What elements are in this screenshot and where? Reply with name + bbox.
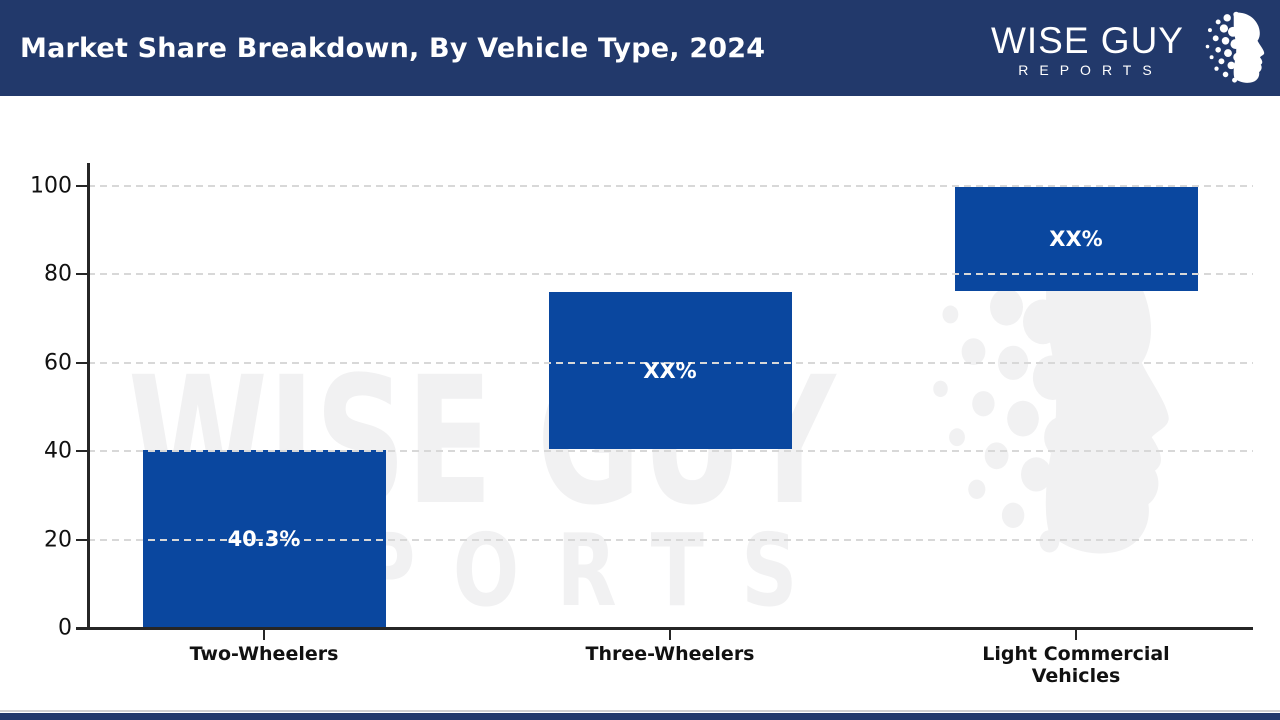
header-bar: Market Share Breakdown, By Vehicle Type,… <box>0 0 1280 96</box>
x-axis-tick <box>263 630 265 640</box>
gridline-80 <box>88 273 1253 275</box>
y-axis-tick-label: 100 <box>30 173 72 198</box>
face-profile-logo-icon <box>1205 11 1265 83</box>
bar-value-label: XX% <box>1049 226 1103 251</box>
y-axis-tick-label: 0 <box>58 615 72 641</box>
bar-value-label: XX% <box>643 358 697 383</box>
y-axis-line <box>87 163 90 630</box>
x-axis-line <box>76 627 1253 630</box>
bottom-divider <box>0 710 1280 712</box>
bar-value-label: 40.3% <box>227 526 301 551</box>
gridline-40 <box>88 450 1253 452</box>
y-axis-tick-label: 80 <box>44 261 72 287</box>
y-axis-tick <box>76 450 88 452</box>
gridline-60 <box>88 361 1253 364</box>
y-axis-tick <box>76 361 88 364</box>
y-axis-tick-label: 20 <box>44 527 72 552</box>
x-axis-category-label: Two-Wheelers <box>189 643 339 665</box>
page-title: Market Share Breakdown, By Vehicle Type,… <box>20 32 766 64</box>
brand-name: WISE GUY <box>990 19 1184 61</box>
y-axis-tick-label: 60 <box>44 350 72 375</box>
gridline-20 <box>88 538 1253 541</box>
y-axis-tick <box>76 184 88 187</box>
chart-area: WISE GUY REPORTS 40.3% XX% XX% 0 20 40 60 80 100… <box>0 96 1280 714</box>
y-axis-tick <box>76 273 88 275</box>
x-axis-tick <box>1075 630 1077 640</box>
brand-logo: WISE GUY REPORTS <box>991 6 1270 92</box>
gridline-100 <box>88 184 1253 187</box>
x-axis-category-label: Three-Wheelers <box>585 643 755 665</box>
x-axis-tick <box>669 630 671 640</box>
y-axis-tick <box>76 538 88 541</box>
bar-2 <box>548 292 792 450</box>
brand-logo-text: WISE GUY REPORTS <box>991 22 1184 77</box>
brand-subtitle: REPORTS <box>1018 61 1163 78</box>
x-axis-category-label: Light Commercial Vehicles <box>982 643 1170 687</box>
y-axis-tick-label: 40 <box>44 438 72 464</box>
footer-accent-bar <box>0 713 1280 720</box>
